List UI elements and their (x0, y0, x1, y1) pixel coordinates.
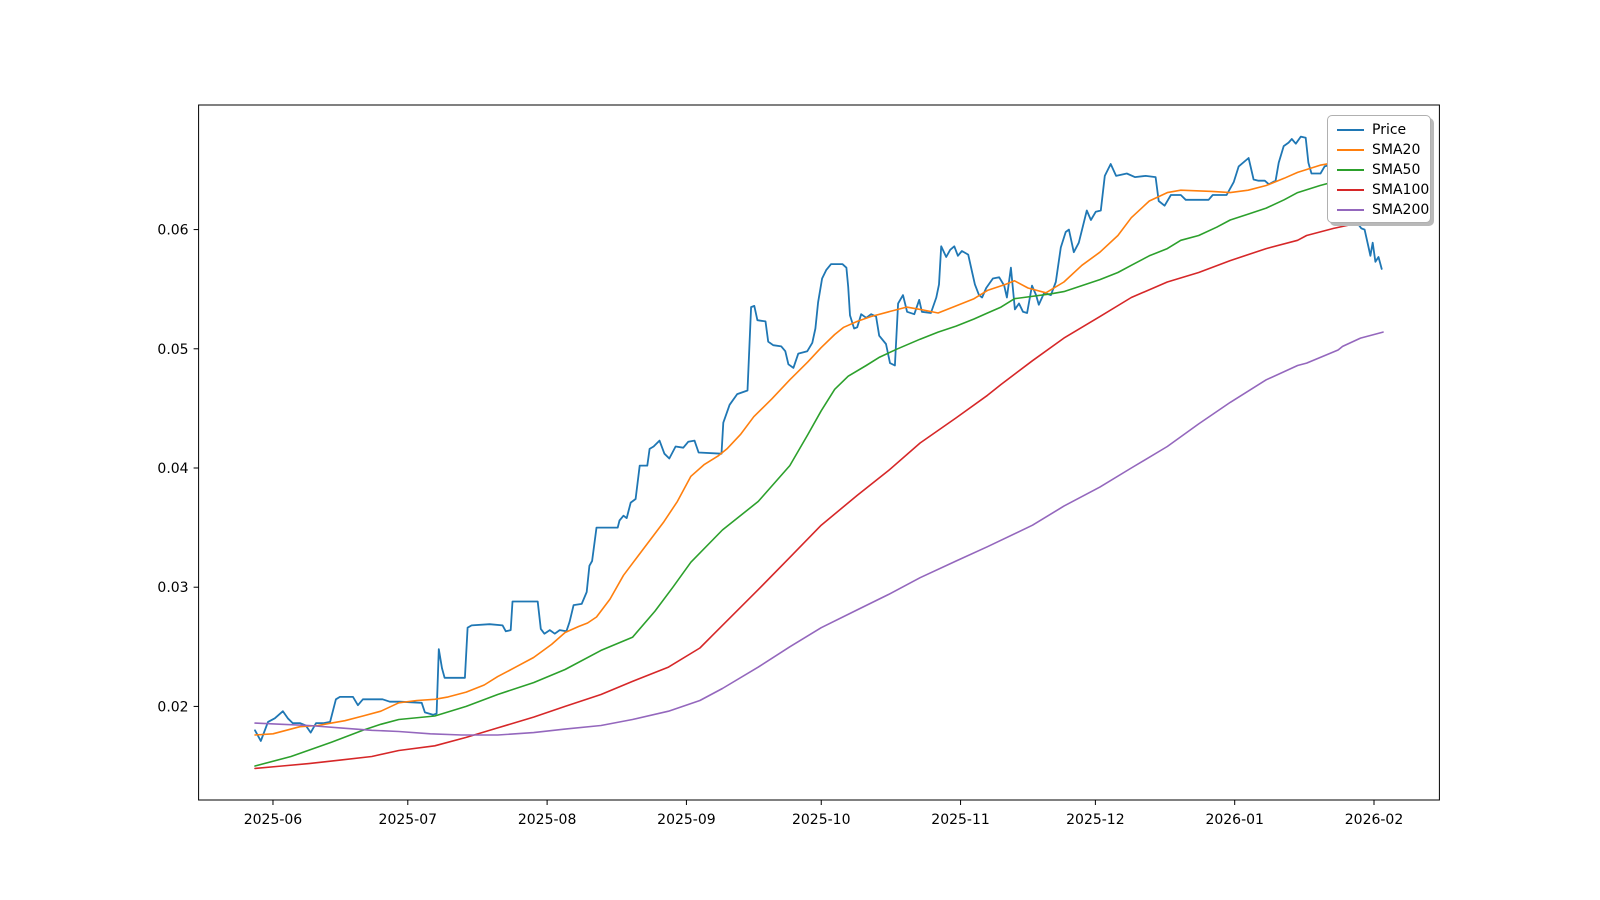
legend-item-price: Price (1328, 120, 1430, 140)
price-line (254, 135, 1383, 742)
x-tick-label: 2025-07 (379, 812, 438, 828)
legend-line-sample (1337, 209, 1364, 211)
axes-frame (198, 104, 1440, 801)
sma20-line (254, 156, 1384, 736)
sma200-line (254, 331, 1384, 736)
legend-item-label: Price (1372, 122, 1407, 138)
y-tick-label: 0.02 (157, 699, 188, 715)
x-tick-label: 2025-10 (792, 812, 851, 828)
legend-line-sample (1337, 149, 1364, 151)
legend-item-sma200: SMA200 (1328, 200, 1430, 220)
legend-item-label: SMA50 (1372, 162, 1421, 178)
sma50-line (254, 169, 1384, 767)
x-tick-label: 2026-02 (1345, 812, 1404, 828)
legend-line-sample (1337, 169, 1364, 171)
legend-item-label: SMA100 (1372, 182, 1430, 198)
y-tick-label: 0.04 (157, 461, 188, 477)
legend-item-label: SMA200 (1372, 202, 1430, 218)
y-tick-label: 0.06 (157, 223, 188, 239)
legend-box: Price SMA20 SMA50 SMA100 SMA200 (1327, 115, 1431, 223)
legend-item-sma100: SMA100 (1328, 180, 1430, 200)
x-tick-label: 2026-01 (1205, 812, 1264, 828)
legend-line-sample (1337, 189, 1364, 191)
legend-item-label: SMA20 (1372, 142, 1421, 158)
x-tick-label: 2025-08 (518, 812, 577, 828)
x-tick-label: 2025-11 (931, 812, 990, 828)
legend-line-sample (1337, 129, 1364, 131)
legend-item-sma50: SMA50 (1328, 160, 1430, 180)
legend-item-sma20: SMA20 (1328, 140, 1430, 160)
sma100-line (254, 216, 1384, 770)
y-tick-label: 0.03 (157, 580, 188, 596)
x-tick-label: 2025-12 (1066, 812, 1125, 828)
x-tick-label: 2025-06 (244, 812, 303, 828)
x-tick-label: 2025-09 (657, 812, 716, 828)
y-tick-label: 0.05 (157, 342, 188, 358)
